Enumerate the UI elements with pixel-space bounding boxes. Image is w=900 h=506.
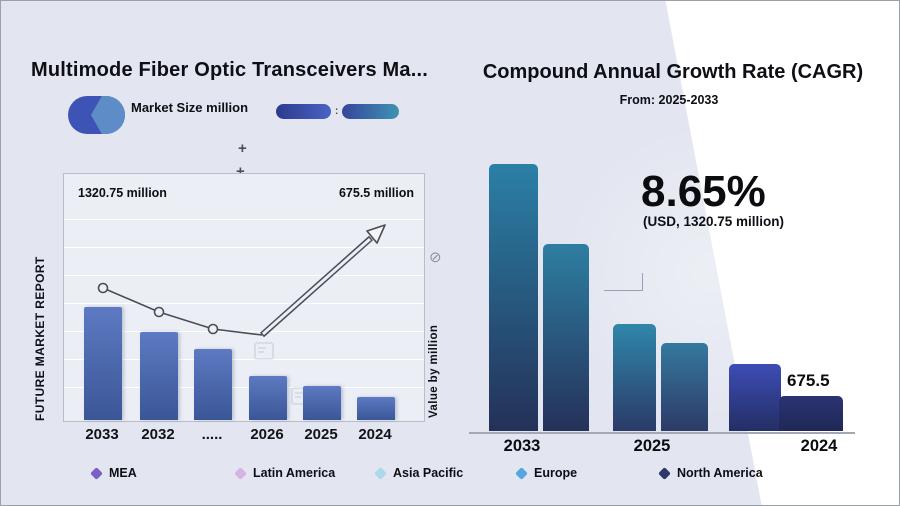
legend-item-europe: Europe — [515, 466, 578, 480]
ratio-pills: : — [276, 104, 400, 119]
gridline — [64, 275, 424, 276]
x-axis-baseline — [469, 432, 855, 434]
value-annotation-2033: 1320.75 million — [78, 186, 167, 200]
gridline — [64, 387, 424, 388]
bar-2024 — [357, 397, 395, 420]
bar-2033 — [84, 307, 122, 420]
legend-item-asia-pacific: Asia Pacific — [374, 466, 464, 480]
gridline — [64, 247, 424, 248]
x-tick-2025: 2025 — [304, 426, 338, 443]
x-tick-2026: 2026 — [250, 426, 284, 443]
cagr-value: 8.65% — [641, 167, 766, 216]
diamond-marker-icon — [515, 466, 528, 480]
cagr-x-tick-2025: 2025 — [633, 437, 671, 455]
gridline — [64, 303, 424, 304]
legend-label: Asia Pacific — [393, 466, 464, 480]
diamond-marker-icon — [234, 466, 247, 480]
x-tick-ellipsis: ..... — [201, 426, 223, 443]
x-tick-2032: 2032 — [141, 426, 175, 443]
cagr-bar-2024-b — [779, 396, 843, 431]
x-tick-2024: 2024 — [358, 426, 392, 443]
circle-slash-icon: ⊘ — [429, 249, 442, 266]
page-title: Multimode Fiber Optic Transceivers Ma... — [31, 59, 428, 81]
legend-item-north-america: North America — [658, 466, 763, 480]
document-watermark-icon — [254, 342, 274, 360]
background-highlight — [561, 121, 861, 421]
cagr-x-tick-2024: 2024 — [800, 437, 838, 455]
cagr-bar-2033-b — [543, 244, 589, 431]
cagr-bar-2024-a — [729, 364, 781, 431]
cagr-title: Compound Annual Growth Rate (CAGR) — [482, 61, 864, 83]
bar-2026 — [249, 376, 287, 420]
cagr-bar-annotation: 675.5 — [787, 371, 830, 390]
y-axis-label: Value by million — [428, 324, 440, 418]
cagr-bar-2025-a — [613, 324, 656, 431]
ratio-pill-left-icon — [276, 104, 331, 119]
plus-icon: + — [238, 140, 247, 157]
x-tick-2033: 2033 — [85, 426, 119, 443]
step-line-decoration — [604, 273, 643, 291]
trend-line-arrow — [97, 224, 386, 338]
gridline — [64, 331, 424, 332]
value-annotation-2024: 675.5 million — [338, 186, 414, 200]
gridline — [64, 359, 424, 360]
bar-2025 — [303, 386, 341, 420]
ratio-pill-right-icon — [342, 104, 400, 119]
legend-label: Latin America — [253, 466, 336, 480]
bar-2032 — [140, 332, 178, 420]
market-size-label: Market Size million — [131, 100, 249, 115]
diamond-marker-icon — [374, 466, 387, 480]
ratio-separator: : — [335, 106, 339, 117]
legend-label: Europe — [534, 466, 578, 480]
legend-item-latin-america: Latin America — [234, 466, 336, 480]
cagr-bar-2025-b — [661, 343, 708, 431]
diamond-marker-icon — [658, 466, 671, 480]
cagr-subtitle: From: 2025-2033 — [619, 93, 719, 107]
pill-hexagon-icon — [91, 96, 125, 134]
cagr-detail: (USD, 1320.75 million) — [643, 214, 785, 229]
legend-label: MEA — [109, 466, 137, 480]
cagr-x-tick-2033: 2033 — [503, 437, 541, 455]
legend-item-mea: MEA — [90, 466, 137, 480]
bar-ellipsis — [194, 349, 232, 420]
cagr-bar-2033-a — [489, 164, 538, 431]
legend-label: North America — [677, 466, 763, 480]
diamond-marker-icon — [90, 466, 103, 480]
plus-icon: + — [236, 163, 245, 180]
market-size-chart-panel: 1320.75 million 675.5 million — [63, 173, 425, 422]
market-size-pill-icon — [68, 96, 125, 134]
gridline — [64, 219, 424, 220]
watermark-vertical-label: FUTURE MARKET REPORT — [33, 256, 47, 421]
